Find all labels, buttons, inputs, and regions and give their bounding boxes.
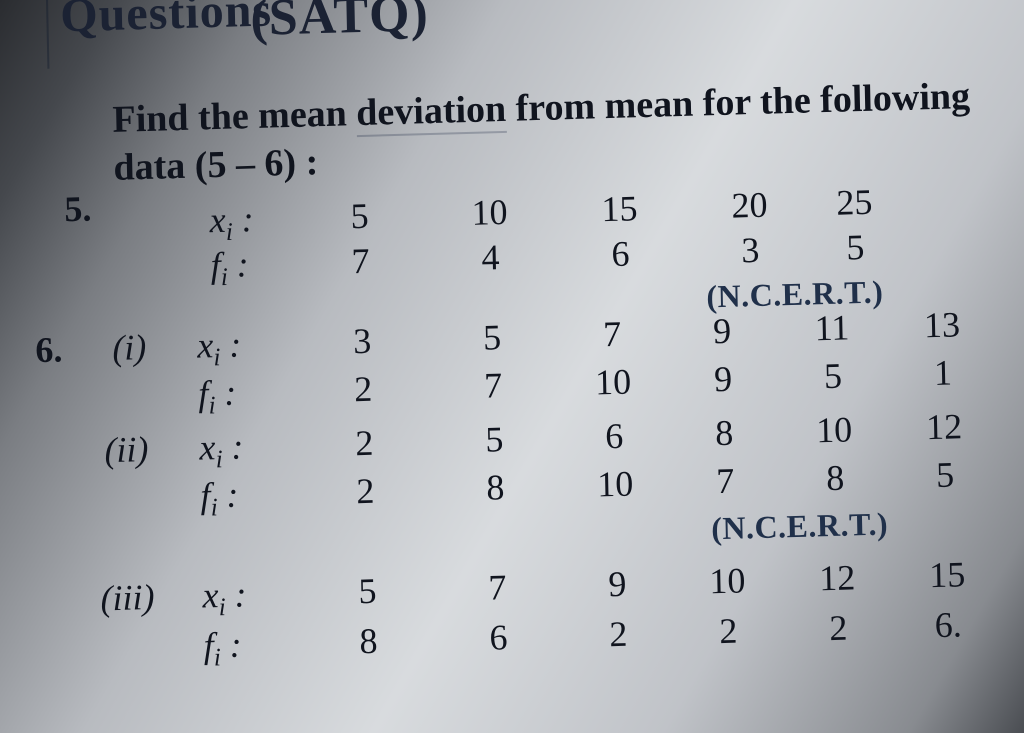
data-cell: 1 — [898, 351, 989, 396]
data-cell: 6. — [903, 602, 994, 647]
q6i-fi-label: fi : — [198, 372, 237, 421]
data-cell: 9 — [677, 309, 768, 354]
header-partial: Questions — [60, 0, 273, 43]
data-cell: 25 — [809, 180, 900, 225]
data-cell: 8 — [790, 456, 881, 501]
q5-number: 5. — [64, 188, 92, 231]
data-cell: 12 — [792, 556, 883, 601]
data-cell: 3 — [705, 228, 796, 273]
data-cell: 9 — [678, 357, 769, 402]
q6iii-fi-label: fi : — [203, 623, 242, 672]
data-cell: 12 — [899, 405, 990, 450]
data-cell: 10 — [568, 360, 659, 405]
data-cell: 2 — [573, 612, 664, 657]
data-cell: 2 — [683, 609, 774, 654]
data-cell: 2 — [319, 421, 410, 466]
data-cell: 3 — [317, 319, 408, 364]
data-cell: 6 — [575, 232, 666, 277]
q6i-label: (i) — [112, 326, 147, 369]
q6ii-ncert: (N.C.E.R.T.) — [711, 505, 889, 547]
q5-xi-label: xi : — [209, 198, 254, 247]
data-cell: 11 — [787, 306, 878, 351]
data-cell: 7 — [452, 565, 543, 610]
instruction-part-a: Find the mean — [112, 92, 357, 141]
data-cell: 2 — [793, 606, 884, 651]
q6i-xi-label: xi : — [197, 323, 242, 372]
data-cell: 15 — [902, 553, 993, 598]
margin-rule — [46, 0, 50, 69]
data-cell: 7 — [680, 459, 771, 504]
data-cell: 7 — [567, 312, 658, 357]
data-cell: 13 — [897, 303, 988, 348]
data-cell: 5 — [788, 354, 879, 399]
q5-fi-label: fi : — [210, 243, 249, 292]
q6-number: 6. — [35, 328, 63, 371]
q6ii-xi-label: xi : — [199, 425, 244, 474]
data-cell: 2 — [318, 367, 409, 412]
instruction-text: Find the mean deviation from mean for th… — [112, 73, 971, 192]
data-cell: 4 — [445, 235, 536, 280]
data-cell: 5 — [900, 453, 991, 498]
instruction-underlined: deviation — [356, 88, 507, 137]
data-cell: 8 — [450, 465, 541, 510]
data-cell: 7 — [315, 239, 406, 284]
header-satq: (SATQ) — [250, 0, 430, 48]
data-cell: 5 — [322, 569, 413, 614]
instruction-line2: data (5 – 6) : — [113, 141, 319, 189]
data-cell: 9 — [572, 562, 663, 607]
page: Questions (SATQ) Find the mean deviation… — [0, 0, 1024, 733]
data-cell: 20 — [704, 183, 795, 228]
data-cell: 10 — [570, 462, 661, 507]
data-cell: 10 — [444, 190, 535, 235]
data-cell: 8 — [679, 411, 770, 456]
data-cell: 2 — [320, 469, 411, 514]
data-cell: 7 — [448, 363, 539, 408]
data-cell: 10 — [682, 559, 773, 604]
data-cell: 5 — [314, 194, 405, 239]
data-cell: 6 — [453, 615, 544, 660]
q6iii-xi-label: xi : — [202, 573, 247, 622]
data-cell: 10 — [789, 408, 880, 453]
q6ii-label: (ii) — [104, 428, 149, 471]
data-cell: 15 — [574, 187, 665, 232]
data-cell: 6 — [569, 414, 660, 459]
data-cell: 8 — [323, 619, 414, 664]
instruction-part-c: from mean for the following — [506, 75, 971, 130]
data-cell: 5 — [810, 225, 901, 270]
data-cell: 5 — [447, 315, 538, 360]
q6iii-label: (iii) — [100, 576, 155, 619]
q6ii-fi-label: fi : — [200, 474, 239, 523]
data-cell: 5 — [449, 417, 540, 462]
